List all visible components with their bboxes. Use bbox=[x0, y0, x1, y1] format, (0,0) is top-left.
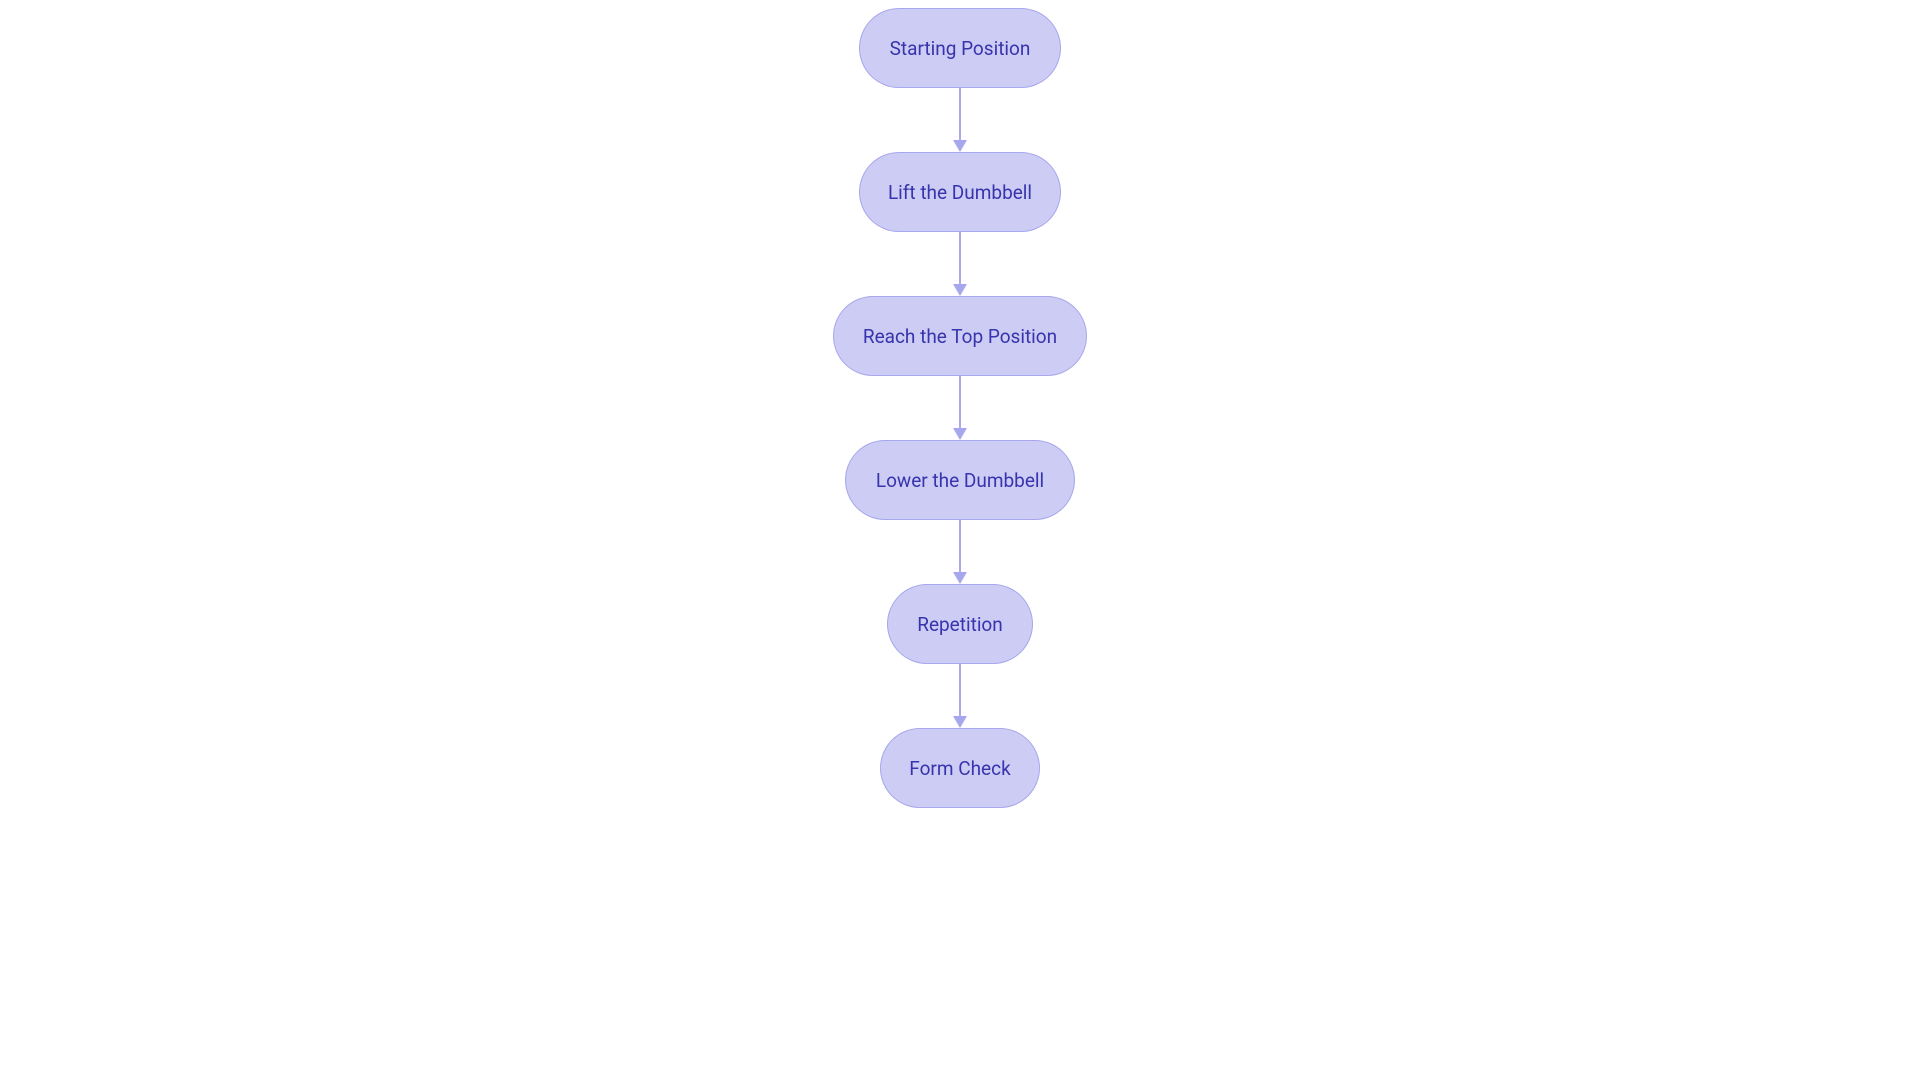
flowchart-node-n4: Lower the Dumbbell bbox=[845, 440, 1075, 520]
flowchart-arrow bbox=[953, 664, 967, 728]
node-label: Starting Position bbox=[890, 37, 1031, 60]
flowchart-node-n6: Form Check bbox=[880, 728, 1040, 808]
arrow-head-icon bbox=[953, 284, 967, 296]
arrow-line bbox=[959, 376, 961, 428]
arrow-line bbox=[959, 664, 961, 716]
flowchart-arrow bbox=[953, 520, 967, 584]
flowchart-node-n5: Repetition bbox=[887, 584, 1033, 664]
node-label: Reach the Top Position bbox=[863, 325, 1057, 348]
node-label: Lower the Dumbbell bbox=[876, 469, 1044, 492]
arrow-line bbox=[959, 88, 961, 140]
flowchart-arrow bbox=[953, 376, 967, 440]
arrow-line bbox=[959, 520, 961, 572]
flowchart-node-n2: Lift the Dumbbell bbox=[859, 152, 1061, 232]
flowchart-arrow bbox=[953, 232, 967, 296]
flowchart-arrow bbox=[953, 88, 967, 152]
arrow-head-icon bbox=[953, 572, 967, 584]
node-label: Repetition bbox=[917, 613, 1003, 636]
node-label: Form Check bbox=[909, 757, 1010, 780]
arrow-head-icon bbox=[953, 716, 967, 728]
arrow-line bbox=[959, 232, 961, 284]
arrow-head-icon bbox=[953, 140, 967, 152]
flowchart-node-n1: Starting Position bbox=[859, 8, 1061, 88]
arrow-head-icon bbox=[953, 428, 967, 440]
flowchart-container: Starting Position Lift the Dumbbell Reach … bbox=[833, 8, 1087, 808]
flowchart-node-n3: Reach the Top Position bbox=[833, 296, 1087, 376]
node-label: Lift the Dumbbell bbox=[888, 181, 1032, 204]
